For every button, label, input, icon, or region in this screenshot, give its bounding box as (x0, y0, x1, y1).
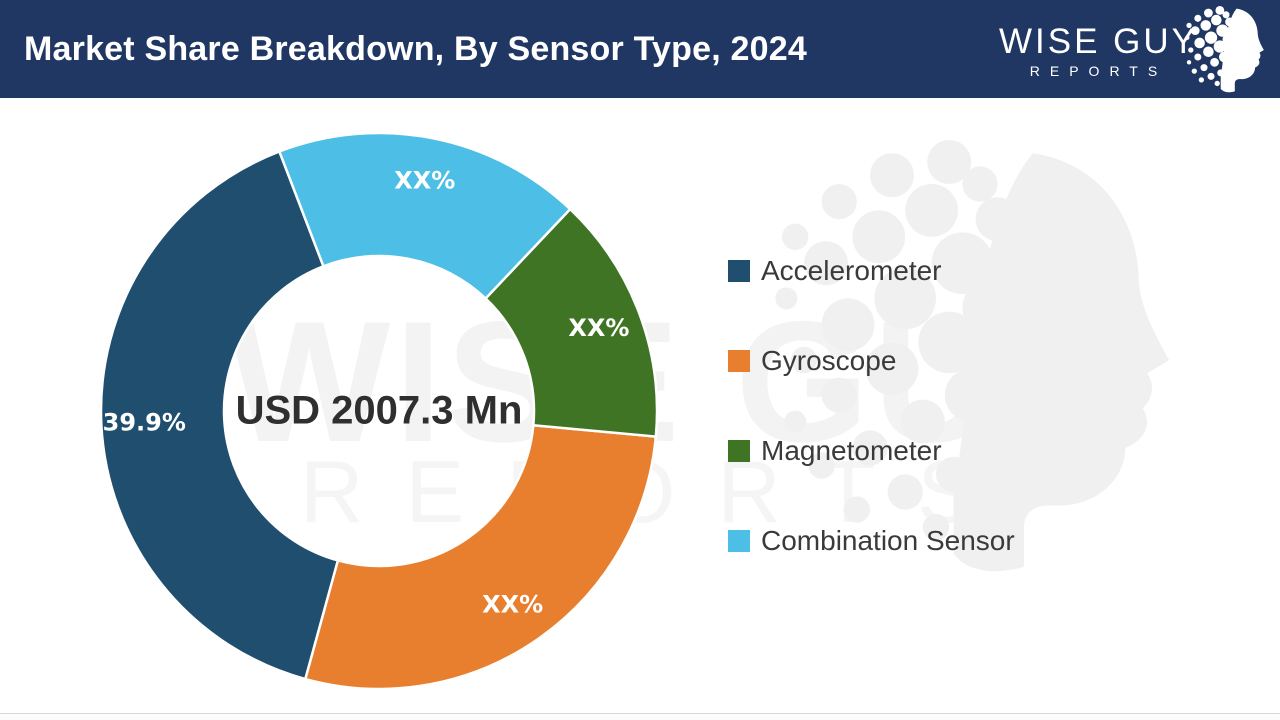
donut-slice-accelerometer (99, 150, 340, 681)
legend-label-accelerometer: Accelerometer (761, 255, 942, 286)
legend-item-accelerometer: Accelerometer (728, 255, 1015, 286)
donut-slice-gyroscope (304, 424, 658, 691)
slice-percentage-label-accelerometer: 39.9% (103, 409, 186, 437)
legend-label-combination-sensor: Combination Sensor (761, 525, 1015, 556)
chart-center-value: USD 2007.3 Mn (235, 388, 523, 433)
legend-swatch-accelerometer (728, 260, 750, 282)
wiseguy-logo-text: WISE GUY REPORTS (999, 22, 1198, 79)
chart-legend: Accelerometer Gyroscope Magnetometer Combin… (728, 255, 1015, 556)
slice-percentage-label-gyroscope: XX% (482, 590, 543, 618)
legend-label-gyroscope: Gyroscope (761, 345, 897, 376)
legend-label-magnetometer: Magnetometer (761, 435, 942, 466)
footer-strip (0, 714, 1280, 720)
legend-item-gyroscope: Gyroscope (728, 345, 1015, 376)
page-title: Market Share Breakdown, By Sensor Type, … (24, 29, 807, 68)
wiseguy-reports-text: REPORTS (1029, 62, 1168, 79)
slice-percentage-label-combination-sensor: XX% (394, 166, 455, 194)
legend-swatch-magnetometer (728, 440, 750, 462)
donut-slice-combination-sensor (278, 131, 572, 300)
slice-percentage-label-magnetometer: XX% (568, 314, 629, 342)
wiseguy-wordmark: WISE GUY (998, 21, 1198, 61)
footer-divider (0, 713, 1280, 714)
wiseguy-head-icon (1185, 6, 1264, 93)
legend-swatch-combination-sensor (728, 530, 750, 552)
donut-chart-svg: 39.9% XX% XX% XX% (99, 131, 659, 691)
legend-item-magnetometer: Magnetometer (728, 435, 1015, 466)
donut-slice-magnetometer (484, 207, 659, 438)
legend-swatch-gyroscope (728, 350, 750, 372)
header-bar: Market Share Breakdown, By Sensor Type, … (0, 0, 1280, 98)
wiseguy-logo: WISE GUY REPORTS (999, 6, 1270, 94)
legend-item-combination-sensor: Combination Sensor (728, 525, 1015, 556)
